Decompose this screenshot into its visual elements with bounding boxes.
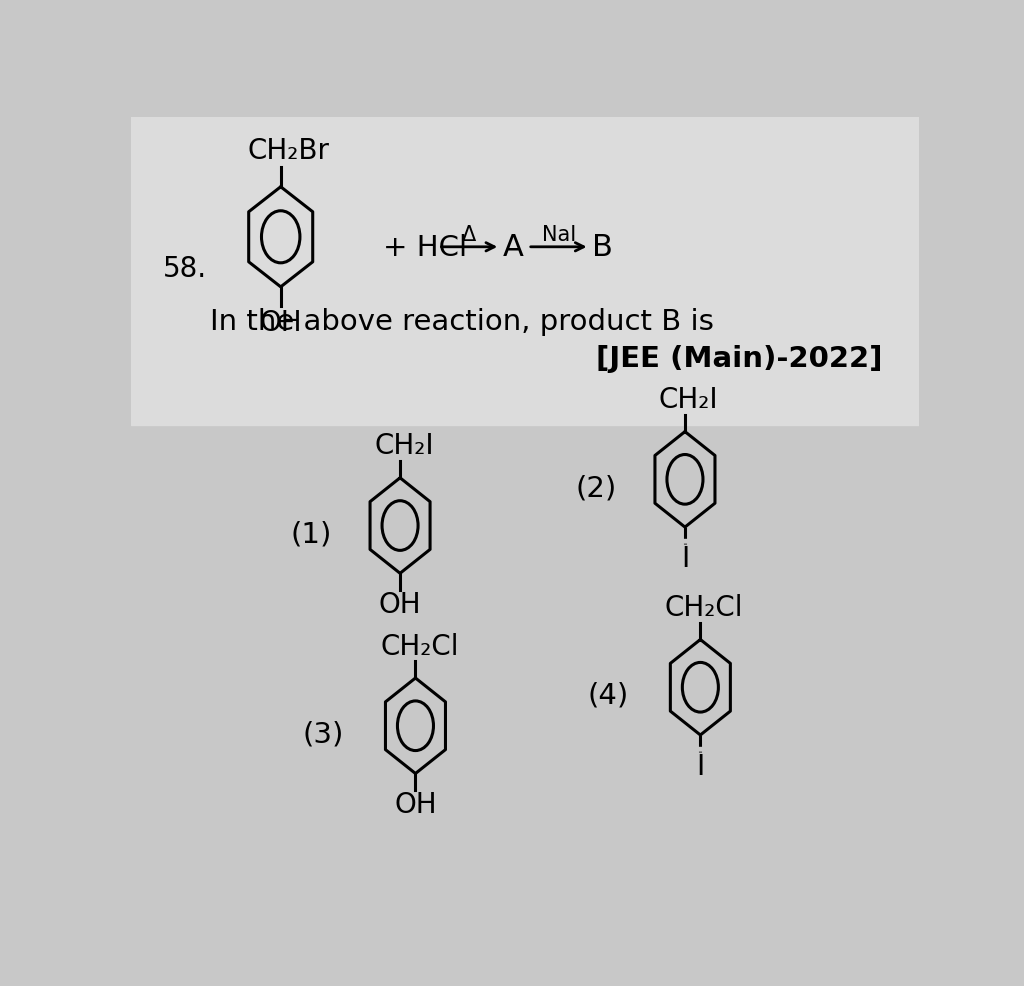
Text: Δ: Δ — [462, 225, 476, 246]
Text: CH₂I: CH₂I — [374, 432, 434, 460]
Bar — [131, 103, 920, 426]
Text: CH₂Br: CH₂Br — [248, 137, 330, 165]
Text: (1): (1) — [291, 520, 332, 547]
Text: In the above reaction, product B is: In the above reaction, product B is — [210, 309, 714, 336]
Text: I: I — [696, 752, 705, 780]
Text: (3): (3) — [302, 720, 344, 747]
Text: NaI: NaI — [542, 225, 575, 246]
Text: (2): (2) — [575, 473, 617, 502]
Text: CH₂Cl: CH₂Cl — [665, 594, 743, 621]
Text: A: A — [503, 233, 523, 262]
Text: OH: OH — [394, 791, 437, 818]
Text: (4): (4) — [588, 681, 629, 709]
Text: I: I — [681, 544, 689, 572]
Text: CH₂I: CH₂I — [659, 386, 719, 414]
Text: OH: OH — [379, 591, 421, 618]
Text: B: B — [592, 233, 613, 262]
Text: [JEE (Main)-2022]: [JEE (Main)-2022] — [596, 345, 882, 373]
Text: CH₂Cl: CH₂Cl — [380, 632, 459, 660]
Text: 58.: 58. — [163, 254, 207, 282]
Text: OH: OH — [259, 309, 302, 337]
Text: + HCl: + HCl — [383, 234, 467, 261]
